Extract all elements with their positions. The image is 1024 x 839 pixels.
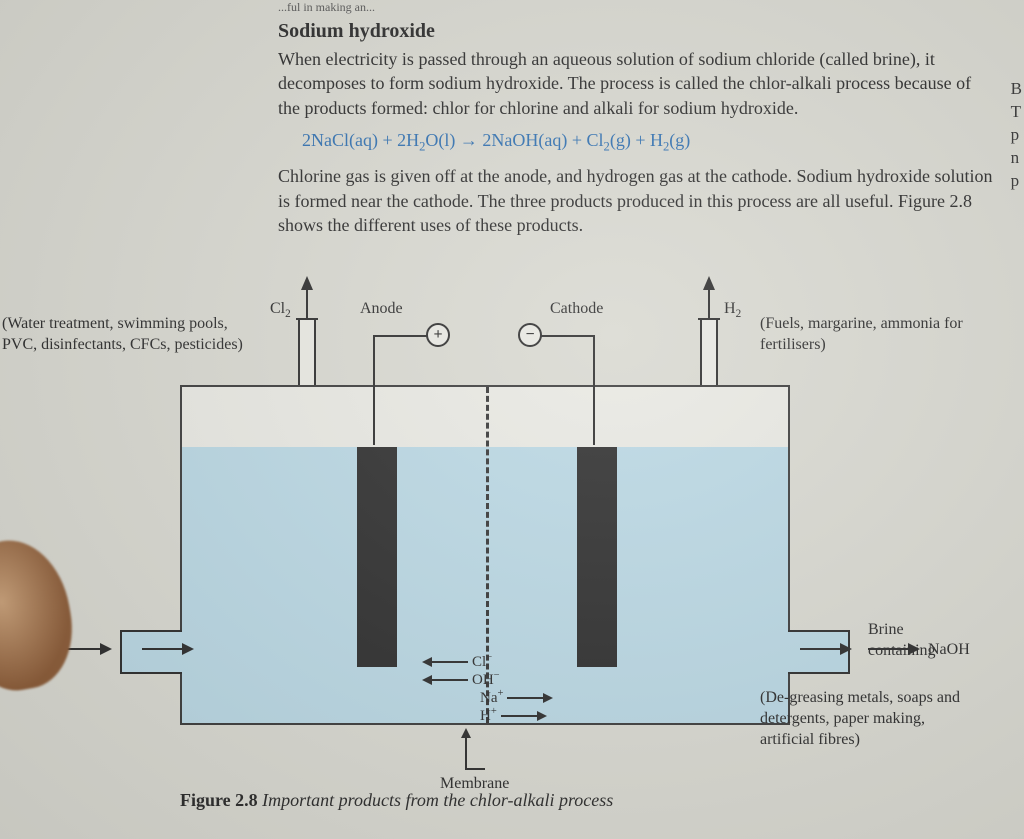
- cathode-label: Cathode: [550, 300, 603, 318]
- ion-oh: OH−: [472, 670, 500, 689]
- arrow-right-icon: [142, 648, 192, 650]
- cathode-wire: [593, 335, 595, 385]
- arrow-right-icon: [507, 697, 551, 699]
- cathode-electrode: [577, 447, 617, 667]
- cathode-wire: [593, 385, 595, 445]
- arrow-left-icon: [424, 661, 468, 663]
- anode-electrode: [357, 447, 397, 667]
- arrow-up-icon: [301, 276, 313, 290]
- minus-icon: −: [525, 326, 534, 344]
- ion-na: Na+: [480, 688, 503, 707]
- brine-inlet-port: [120, 630, 182, 674]
- anode-terminal: +: [426, 323, 450, 347]
- section-heading: Sodium hydroxide: [278, 20, 996, 43]
- chemical-equation: 2NaCl(aq) + 2H2O(l) → 2NaOH(aq) + Cl2(g)…: [302, 130, 996, 155]
- ion-cl: Cl−: [472, 652, 492, 671]
- h2-label: H2: [724, 300, 741, 320]
- figure-number: Figure 2.8: [180, 790, 258, 810]
- h2-uses: (Fuels, margarine, ammonia for fertilise…: [760, 314, 980, 356]
- anode-label: Anode: [360, 300, 403, 318]
- figure-caption: Figure 2.8 Important products from the c…: [180, 790, 613, 811]
- paragraph-1: When electricity is passed through an aq…: [278, 47, 996, 120]
- arrow-right-icon: [800, 648, 850, 650]
- brine-out-label-2: NaOH: [928, 640, 970, 661]
- ion-h: H+: [480, 706, 497, 725]
- cl2-uses: (Water treatment, swimming pools, PVC, d…: [2, 314, 262, 356]
- figure-caption-text: Important products from the chlor-alkali…: [262, 790, 613, 810]
- arrow-left-icon: [424, 679, 468, 681]
- membrane-leader: [465, 730, 467, 770]
- chlor-alkali-diagram: Cl2 H2 (Water treatment, swimming pools,…: [60, 300, 970, 780]
- anode-wire: [373, 385, 375, 445]
- anode-wire: [373, 335, 428, 337]
- cathode-terminal: −: [518, 323, 542, 347]
- right-edge-cut-letters: B T p n p: [1011, 78, 1022, 193]
- plus-icon: +: [433, 326, 442, 344]
- cathode-wire: [540, 335, 595, 337]
- paragraph-2: Chlorine gas is given off at the anode, …: [278, 164, 996, 237]
- naoh-uses: (De-greasing metals, soaps and detergent…: [760, 688, 980, 750]
- arrow-up-icon: [703, 276, 715, 290]
- arrow-right-icon: [501, 715, 545, 717]
- cl2-label: Cl2: [270, 300, 291, 320]
- text-column: Sodium hydroxide When electricity is pas…: [278, 20, 996, 237]
- anode-wire: [373, 335, 375, 385]
- cut-header: ...ful in making an...: [278, 0, 375, 15]
